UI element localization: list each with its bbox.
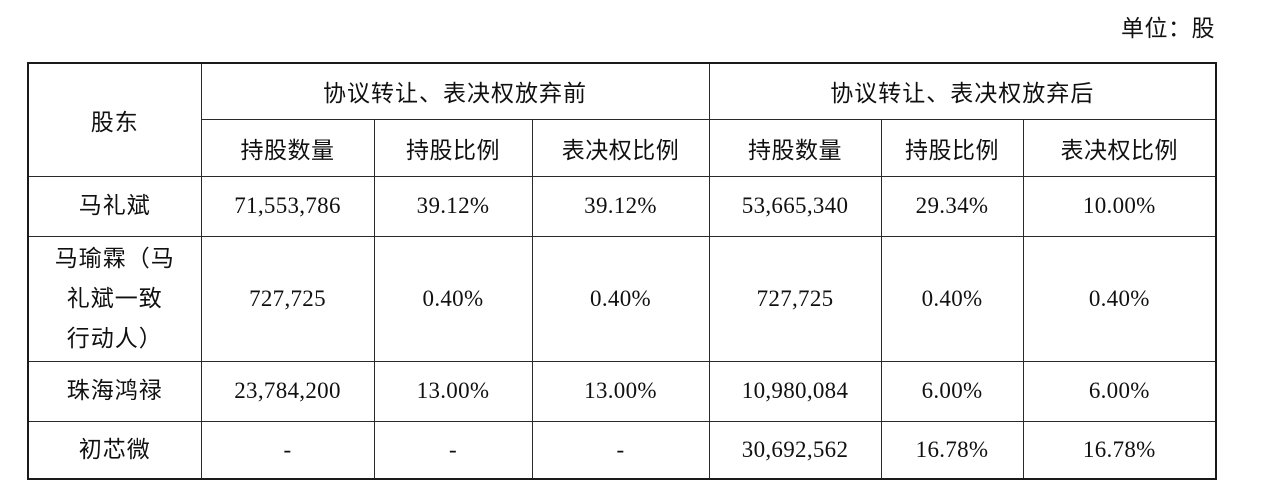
cell-shares-before: 727,725 — [200, 235, 375, 362]
cell-shares-before: 71,553,786 — [200, 175, 375, 237]
cell-ratio-after: 6.00% — [880, 360, 1024, 422]
header-shares-before: 持股数量 — [200, 118, 375, 177]
header-voting-before: 表决权比例 — [531, 118, 710, 177]
cell-ratio-after: 16.78% — [880, 420, 1024, 479]
shareholder-name: 珠海鸿禄 — [27, 360, 202, 422]
table-row: 初芯微 - - - 30,692,562 16.78% 16.78% — [27, 420, 1217, 479]
header-sub-row: 持股数量 持股比例 表决权比例 持股数量 持股比例 表决权比例 — [28, 118, 1217, 177]
cell-voting-before: 0.40% — [531, 235, 710, 362]
cell-voting-after: 16.78% — [1022, 420, 1217, 479]
cell-shares-after: 727,725 — [708, 235, 882, 362]
header-group-before: 协议转让、表决权放弃前 — [200, 62, 710, 120]
table-row: 马礼斌 71,553,786 39.12% 39.12% 53,665,340 … — [27, 175, 1217, 237]
shareholder-name-line: 行动人） — [66, 325, 163, 351]
header-ratio-after: 持股比例 — [880, 118, 1024, 177]
header-voting-after: 表决权比例 — [1022, 118, 1217, 177]
shareholding-comparison-table: 股东 协议转让、表决权放弃前 协议转让、表决权放弃后 持股数量 持股比例 表决权… — [27, 62, 1218, 480]
table-body: 马礼斌 71,553,786 39.12% 39.12% 53,665,340 … — [27, 175, 1217, 479]
cell-ratio-after: 0.40% — [880, 235, 1024, 362]
cell-shares-after: 30,692,562 — [708, 420, 882, 479]
cell-ratio-after: 29.34% — [880, 175, 1024, 237]
shareholder-name-line: 马瑜霖（马 — [54, 245, 175, 271]
shareholder-name: 初芯微 — [27, 420, 202, 479]
table-row: 珠海鸿禄 23,784,200 13.00% 13.00% 10,980,084… — [27, 360, 1217, 422]
unit-note: 单位：股 — [1121, 16, 1215, 41]
cell-voting-before: 39.12% — [531, 175, 710, 237]
cell-voting-before: 13.00% — [531, 360, 710, 422]
cell-shares-after: 10,980,084 — [708, 360, 882, 422]
header-shares-after: 持股数量 — [708, 118, 882, 177]
shareholder-name: 马礼斌 — [27, 175, 202, 237]
cell-ratio-before: 39.12% — [373, 175, 533, 237]
cell-ratio-before: - — [373, 420, 533, 479]
shareholder-name: 马瑜霖（马 礼斌一致 行动人） — [27, 235, 202, 362]
table-head: 股东 协议转让、表决权放弃前 协议转让、表决权放弃后 持股数量 持股比例 表决权… — [27, 62, 1217, 177]
cell-voting-after: 6.00% — [1022, 360, 1217, 422]
table-row: 马瑜霖（马 礼斌一致 行动人） 727,725 0.40% 0.40% 727,… — [27, 235, 1217, 362]
cell-shares-before: 23,784,200 — [200, 360, 375, 422]
header-group-after: 协议转让、表决权放弃后 — [708, 62, 1217, 120]
header-shareholder: 股东 — [27, 62, 202, 177]
cell-ratio-before: 0.40% — [373, 235, 533, 362]
cell-voting-after: 10.00% — [1022, 175, 1217, 237]
header-group-row: 股东 协议转让、表决权放弃前 协议转让、表决权放弃后 — [27, 62, 1217, 177]
cell-shares-after: 53,665,340 — [708, 175, 882, 237]
header-ratio-before: 持股比例 — [373, 118, 533, 177]
shareholder-name-line: 礼斌一致 — [66, 285, 163, 311]
cell-voting-after: 0.40% — [1022, 235, 1217, 362]
cell-shares-before: - — [200, 420, 375, 479]
cell-voting-before: - — [531, 420, 710, 479]
cell-ratio-before: 13.00% — [373, 360, 533, 422]
